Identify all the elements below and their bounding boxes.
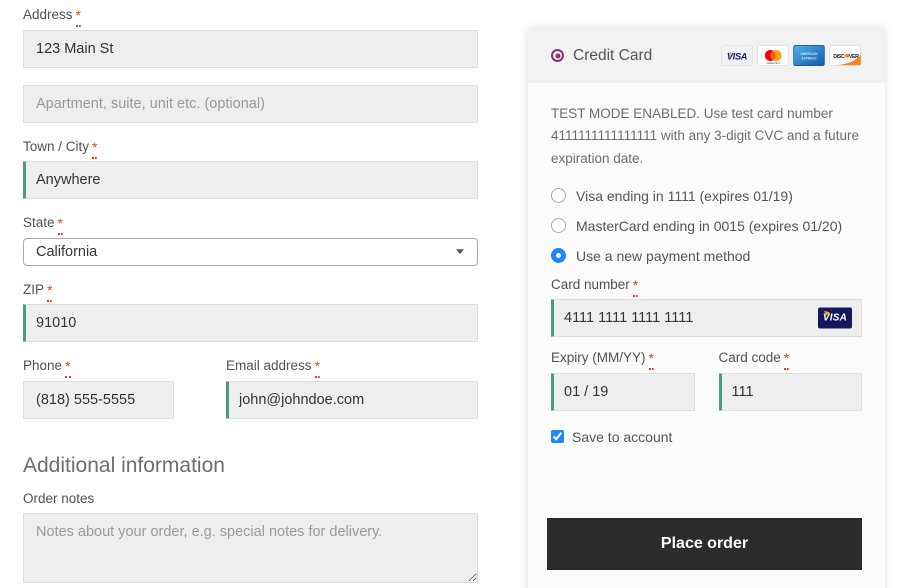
svg-text:DISC: DISC xyxy=(833,54,845,60)
svg-text:mastercard: mastercard xyxy=(766,61,780,65)
svg-text:EXPRESS: EXPRESS xyxy=(802,56,817,60)
svg-text:AMERICAN: AMERICAN xyxy=(801,52,819,56)
svg-text:VER: VER xyxy=(849,54,859,60)
